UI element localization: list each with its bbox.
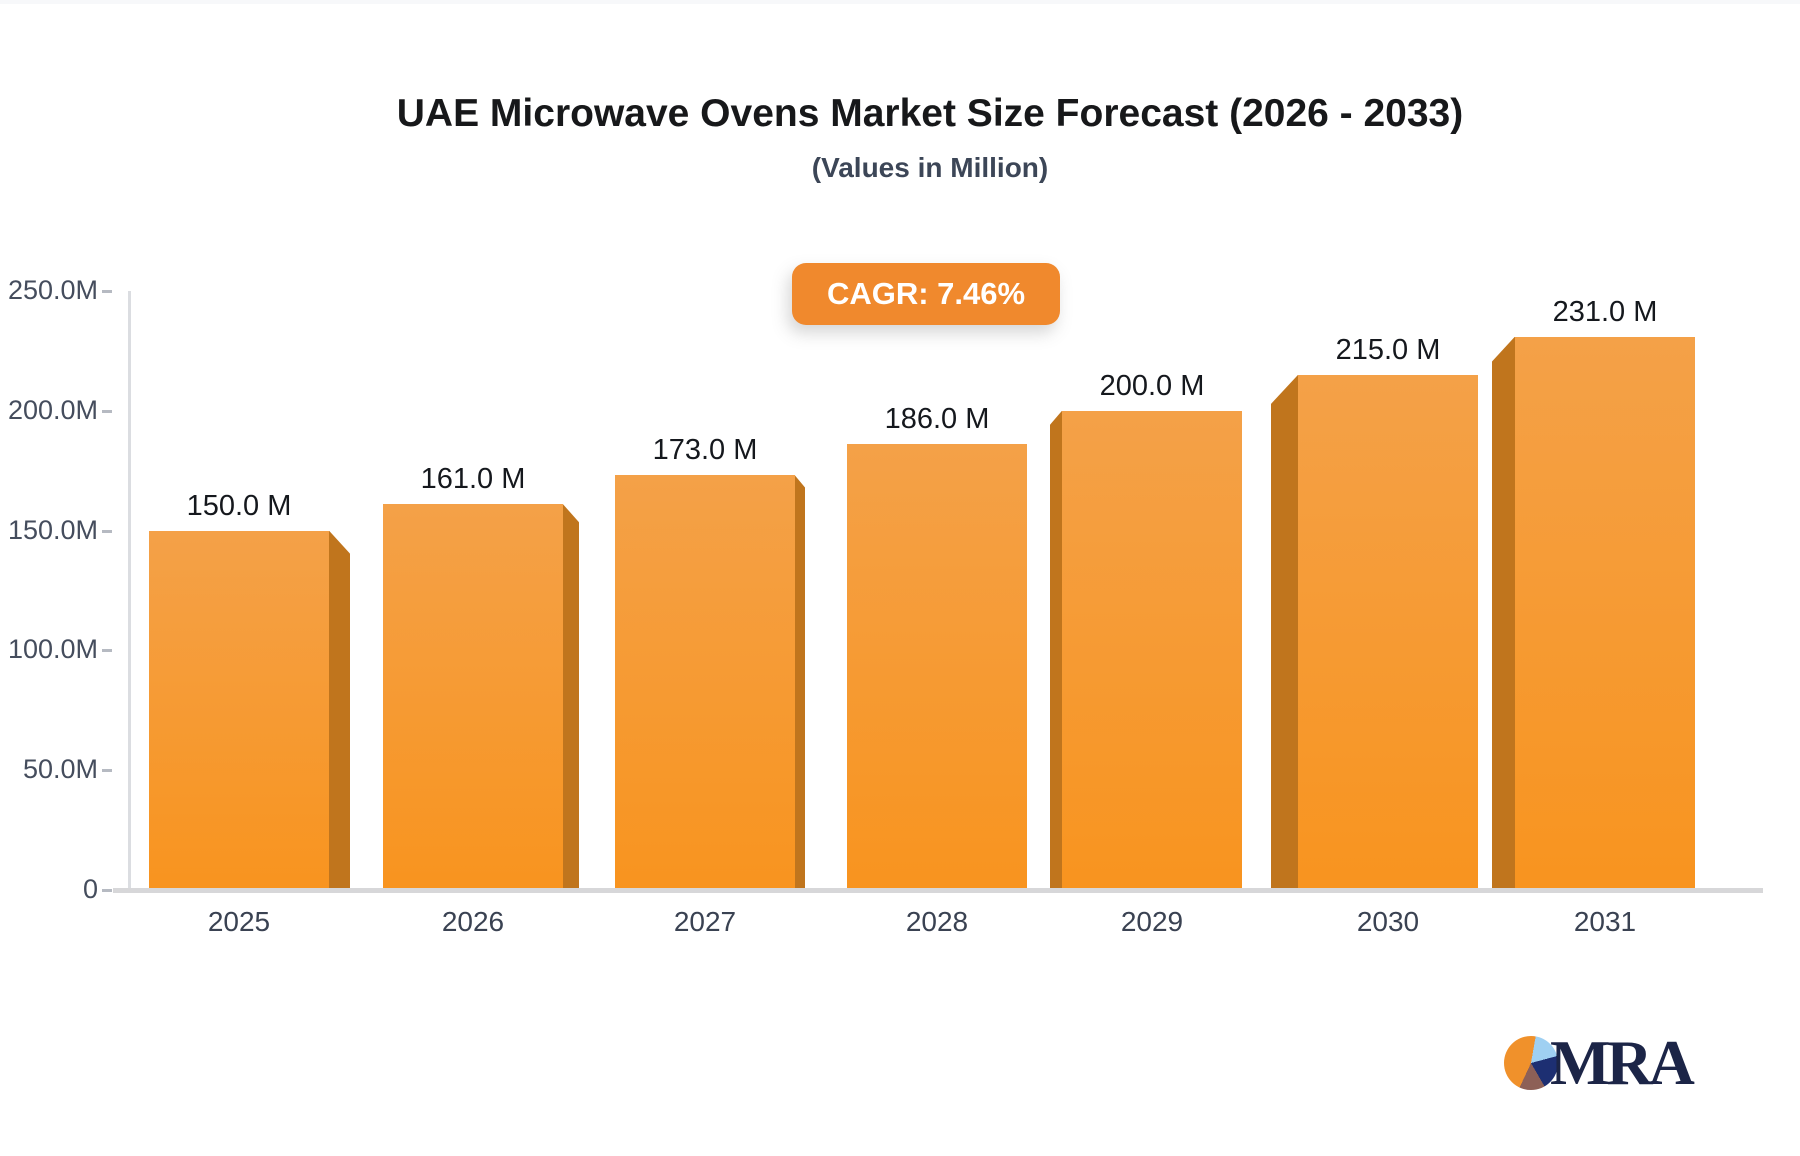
chart-title: UAE Microwave Ovens Market Size Forecast… (396, 92, 1464, 135)
bar-value-label: 161.0 M (420, 463, 526, 496)
bar-value-label: 200.0 M (1099, 369, 1205, 402)
bar-2025 (149, 530, 329, 888)
bar-3d-side-face (1050, 410, 1062, 888)
bar-2027 (615, 475, 795, 888)
bar-value-label: 173.0 M (652, 434, 758, 467)
y-axis-tick-label: 50.0M (22, 754, 98, 785)
bar-3d-side-face (1492, 336, 1515, 888)
bar-chart-plot-area: 0 50.0M 100.0M 150.0M 200.0M 250.0M 150.0 M 202… (0, 4, 1800, 1156)
y-axis-tick-label: 200.0M (7, 394, 98, 425)
y-axis-tick-label: 100.0M (7, 634, 98, 665)
x-axis-category-label: 2029 (1120, 906, 1184, 937)
y-axis-tick-mark (102, 409, 112, 413)
y-axis-tick-label: 0 (82, 874, 98, 904)
bar-2026 (383, 504, 563, 888)
bar-2029 (1062, 410, 1242, 888)
bar-3d-side-face (329, 530, 350, 888)
y-axis-tick-mark (102, 889, 112, 892)
x-axis-category-label: 2027 (673, 906, 737, 937)
y-axis-tick-mark (102, 529, 112, 533)
bar-value-label: 150.0 M (186, 489, 292, 522)
y-axis-tick-mark (102, 769, 112, 773)
y-axis-tick-label: 150.0M (7, 514, 98, 545)
mra-logo: MRA (1504, 1027, 1695, 1098)
bar-2031 (1515, 336, 1695, 888)
y-axis-line (128, 291, 131, 893)
bar-3d-side-face (795, 475, 805, 888)
x-axis-category-label: 2025 (207, 906, 271, 937)
x-axis-category-label: 2031 (1573, 906, 1637, 937)
bar-2028 (847, 444, 1027, 888)
y-axis-tick-mark (102, 290, 112, 293)
y-axis-tick-mark (102, 649, 112, 653)
x-axis-category-label: 2030 (1356, 906, 1420, 937)
cagr-badge: CAGR: 7.46% (792, 263, 1060, 325)
mra-logo-text: MRA (1550, 1027, 1695, 1098)
bar-value-label: 215.0 M (1335, 333, 1441, 366)
pie-chart-logo-icon (1504, 1036, 1558, 1090)
x-axis-category-label: 2028 (905, 906, 969, 937)
cagr-badge-label: CAGR: 7.46% (826, 276, 1026, 311)
bar-value-label: 231.0 M (1552, 295, 1658, 328)
bar-3d-side-face (1271, 374, 1298, 888)
bar-value-label: 186.0 M (884, 403, 990, 436)
x-axis-baseline (113, 888, 1763, 893)
y-axis-tick-label: 250.0M (7, 275, 98, 305)
bar-3d-side-face (563, 504, 579, 888)
bar-2030 (1298, 374, 1478, 888)
x-axis-category-label: 2026 (441, 906, 505, 937)
chart-subtitle: (Values in Million) (811, 152, 1049, 183)
